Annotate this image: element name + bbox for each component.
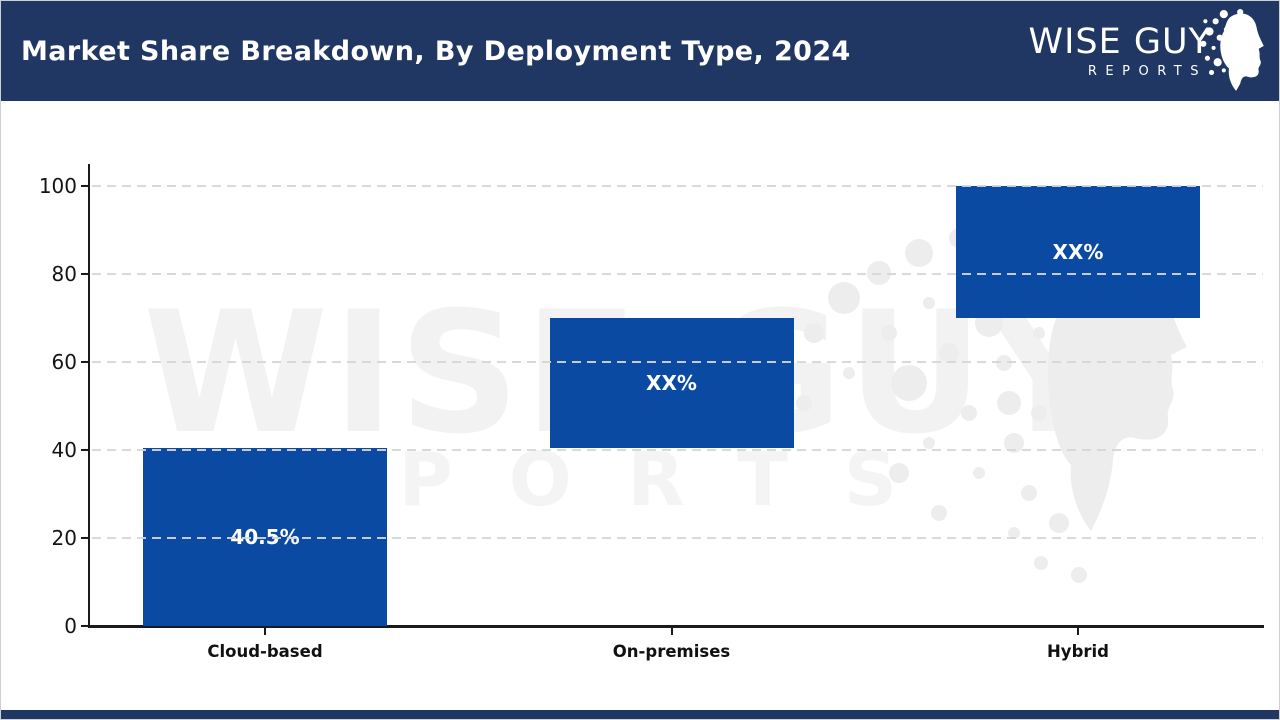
x-axis-line bbox=[88, 625, 1264, 628]
category-label: Hybrid bbox=[1047, 642, 1109, 661]
bar-value-label: XX% bbox=[646, 370, 697, 395]
y-tick-label: 100 bbox=[38, 174, 77, 198]
category-label: Cloud-based bbox=[207, 642, 323, 661]
y-axis-tick bbox=[81, 625, 89, 627]
y-axis-tick bbox=[81, 537, 89, 539]
gridline bbox=[92, 185, 1263, 187]
footer-bar bbox=[1, 710, 1279, 719]
x-axis-tick bbox=[264, 628, 266, 635]
y-axis-tick bbox=[81, 361, 89, 363]
y-axis-tick bbox=[81, 185, 89, 187]
y-tick-label: 80 bbox=[51, 262, 77, 286]
gridline bbox=[92, 449, 1263, 451]
gridline bbox=[92, 361, 1263, 363]
logo-head-icon bbox=[1200, 9, 1264, 91]
wise-guy-logo: WISE GUY REPORTS bbox=[1021, 5, 1277, 97]
category-label: On-premises bbox=[612, 642, 731, 661]
bar-cloud-based: 40.5% bbox=[143, 447, 387, 626]
y-tick-label: 40 bbox=[51, 438, 77, 462]
y-axis-tick bbox=[81, 449, 89, 451]
x-axis-tick bbox=[1077, 628, 1079, 635]
logo-subtitle: REPORTS bbox=[1087, 64, 1207, 79]
gridline bbox=[92, 273, 1263, 275]
header-bar: Market Share Breakdown, By Deployment Ty… bbox=[1, 1, 1279, 101]
y-tick-label: 20 bbox=[51, 526, 77, 550]
bar-on-premises: XX% bbox=[549, 318, 794, 448]
y-axis-line bbox=[88, 164, 90, 627]
bar-value-label: XX% bbox=[1052, 240, 1104, 264]
y-axis-tick bbox=[81, 273, 89, 275]
x-axis-tick bbox=[670, 628, 673, 635]
y-tick-label: 60 bbox=[51, 350, 77, 374]
logo-wordmark: WISE GUY bbox=[1028, 22, 1211, 62]
chart-title: Market Share Breakdown, By Deployment Ty… bbox=[21, 35, 851, 67]
y-tick-label: 0 bbox=[64, 614, 77, 638]
gridline bbox=[92, 537, 1263, 539]
bar-hybrid: XX% bbox=[956, 186, 1200, 318]
bar-value-label: 40.5% bbox=[230, 524, 300, 549]
